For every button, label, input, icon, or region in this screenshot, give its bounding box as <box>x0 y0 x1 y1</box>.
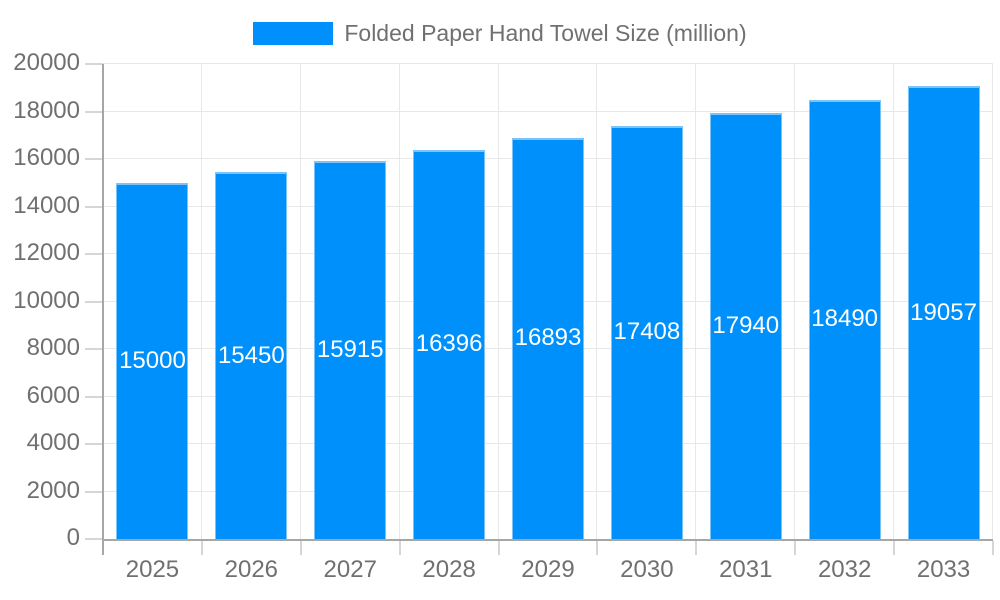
y-axis-tick-label: 14000 <box>13 191 80 219</box>
bar[interactable] <box>610 125 683 539</box>
x-axis-tick <box>794 541 797 555</box>
bar[interactable] <box>709 112 782 539</box>
x-axis-tick-label: 2033 <box>916 556 971 583</box>
bar-value-label: 15000 <box>119 346 186 374</box>
bar-value-label: 15450 <box>217 341 285 369</box>
y-axis-tick-label: 6000 <box>26 381 80 409</box>
legend-label: Folded Paper Hand Towel Size (million) <box>344 20 747 46</box>
y-gridline <box>103 63 993 64</box>
x-gridline <box>596 64 598 539</box>
y-axis-tick-label: 16000 <box>13 143 80 171</box>
bar-value-label: 15915 <box>316 336 384 363</box>
bar[interactable] <box>116 182 189 539</box>
y-axis-tick-label: 20000 <box>13 48 80 76</box>
x-axis-tick-label: 2026 <box>224 556 279 583</box>
x-axis-tick-label: 2025 <box>125 556 180 583</box>
bar[interactable] <box>512 137 584 539</box>
y-axis-tick-label: 2000 <box>26 476 80 504</box>
x-axis-tick-label: 2027 <box>323 556 377 583</box>
y-gridline <box>103 110 993 112</box>
x-axis-tick-label: 2032 <box>817 556 872 583</box>
y-axis-tick <box>85 205 103 208</box>
x-axis-tick <box>695 541 698 555</box>
y-axis-tick <box>85 443 103 445</box>
x-axis-tick-label: 2028 <box>422 556 476 583</box>
bar[interactable] <box>413 149 486 539</box>
y-axis-tick <box>85 253 103 255</box>
x-axis-tick <box>299 541 302 555</box>
bar-value-label: 18490 <box>811 305 879 333</box>
x-axis-tick <box>497 541 500 555</box>
x-gridline <box>398 64 400 539</box>
y-axis-tick-label: 18000 <box>13 96 80 124</box>
y-axis-tick-label: 12000 <box>13 238 80 266</box>
y-axis-tick <box>85 348 103 350</box>
x-axis-tick <box>398 541 401 555</box>
bar-value-label: 17408 <box>613 318 681 346</box>
y-axis-tick <box>85 158 103 160</box>
y-axis-tick <box>85 490 103 493</box>
legend-swatch-icon <box>253 22 334 45</box>
y-axis-tick-label: 8000 <box>26 333 80 361</box>
x-gridline <box>299 64 301 539</box>
bar-value-label: 16893 <box>514 324 582 352</box>
y-axis-tick <box>85 395 103 398</box>
y-axis-tick <box>85 300 103 303</box>
x-axis-tick-label: 2030 <box>620 556 674 583</box>
x-gridline <box>893 64 895 539</box>
bar[interactable] <box>808 99 881 539</box>
x-gridline <box>200 64 202 539</box>
x-gridline <box>992 64 993 539</box>
y-axis-tick-label: 4000 <box>26 428 80 456</box>
bar-value-label: 16396 <box>415 330 483 358</box>
y-axis-tick <box>85 538 103 540</box>
x-axis-line <box>102 539 993 541</box>
y-axis-tick-label: 10000 <box>13 286 80 314</box>
bar-value-label: 17940 <box>712 311 780 339</box>
bar[interactable] <box>215 172 288 539</box>
x-gridline <box>497 64 499 539</box>
y-axis-tick-label: 0 <box>66 523 80 551</box>
bar-value-label: 19057 <box>910 298 977 326</box>
bar[interactable] <box>314 161 387 539</box>
y-axis-line <box>102 64 104 555</box>
y-axis-tick <box>85 110 103 113</box>
x-axis-tick <box>992 541 994 555</box>
y-axis-tick <box>85 63 103 65</box>
x-axis-tick <box>200 541 203 555</box>
legend[interactable]: Folded Paper Hand Towel Size (million) <box>0 20 1000 47</box>
x-gridline <box>695 64 697 539</box>
x-gridline <box>794 64 796 539</box>
x-axis-tick-label: 2031 <box>719 556 773 583</box>
x-axis-tick-label: 2029 <box>521 556 575 583</box>
bar[interactable] <box>907 86 980 539</box>
x-axis-tick <box>596 541 599 555</box>
x-axis-tick <box>893 541 896 555</box>
